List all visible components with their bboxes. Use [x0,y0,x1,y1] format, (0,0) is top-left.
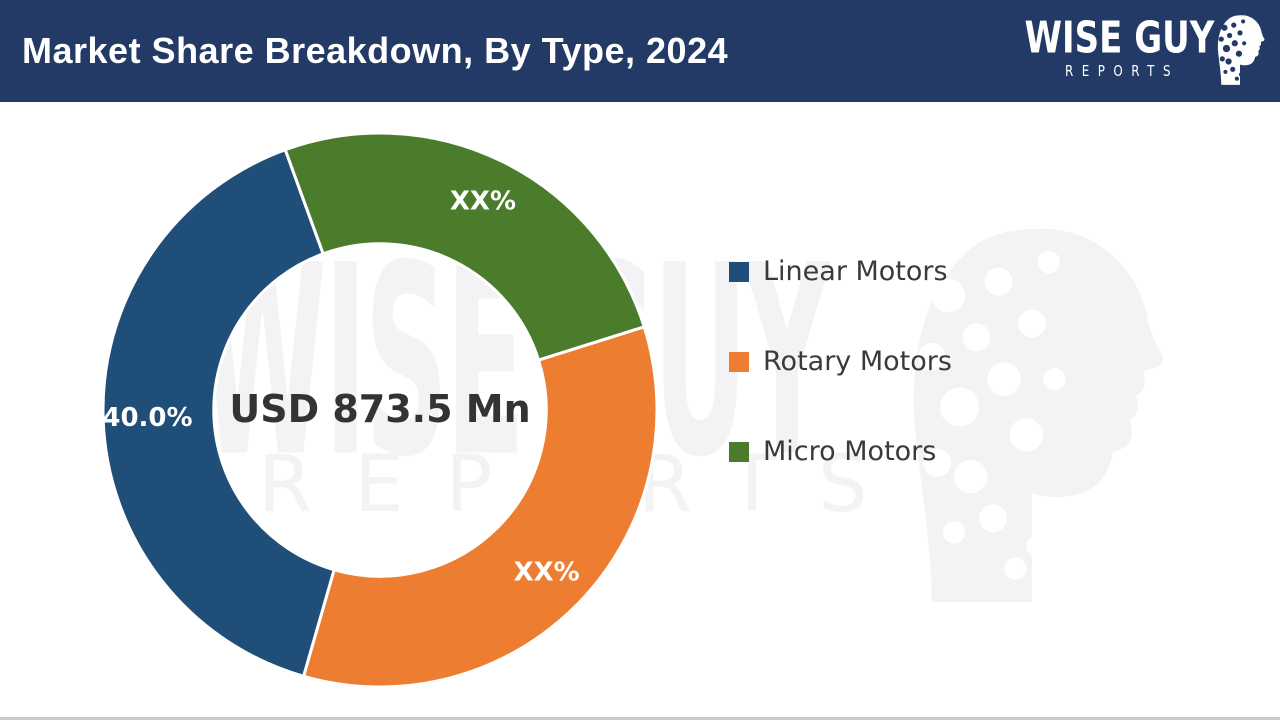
legend-item-micro-motors: Micro Motors [729,436,952,468]
head-profile-icon [1217,15,1265,85]
logo-text: WISE GUY REPORTS [1024,17,1214,81]
legend-swatch-linear-motors [729,262,749,282]
legend-label: Rotary Motors [763,346,952,377]
slice-label: XX% [514,557,580,587]
donut-slice-micro-motors [283,131,646,362]
donut-slice-rotary-motors [302,325,659,689]
wise-guy-reports-logo: WISE GUY REPORTS [991,12,1266,85]
bottom-rule [0,717,1280,720]
chart-legend: Linear Motors Rotary Motors Micro Motors [729,256,952,468]
logo-brand: WISE GUY [1024,13,1214,64]
legend-label: Micro Motors [763,436,937,467]
page-title: Market Share Breakdown, By Type, 2024 [22,30,729,71]
legend-label: Linear Motors [763,256,948,287]
slice-label: 40.0% [102,403,192,433]
chart-center-value: USD 873.5 Mn [229,387,531,431]
donut-slice-linear-motors [101,148,336,678]
logo-sub: REPORTS [1064,63,1179,81]
legend-swatch-micro-motors [729,442,749,462]
legend-swatch-rotary-motors [729,352,749,372]
slice-label: XX% [450,186,516,216]
header-banner: Market Share Breakdown, By Type, 2024 WI… [0,0,1280,102]
legend-item-rotary-motors: Rotary Motors [729,346,952,378]
legend-item-linear-motors: Linear Motors [729,256,952,288]
